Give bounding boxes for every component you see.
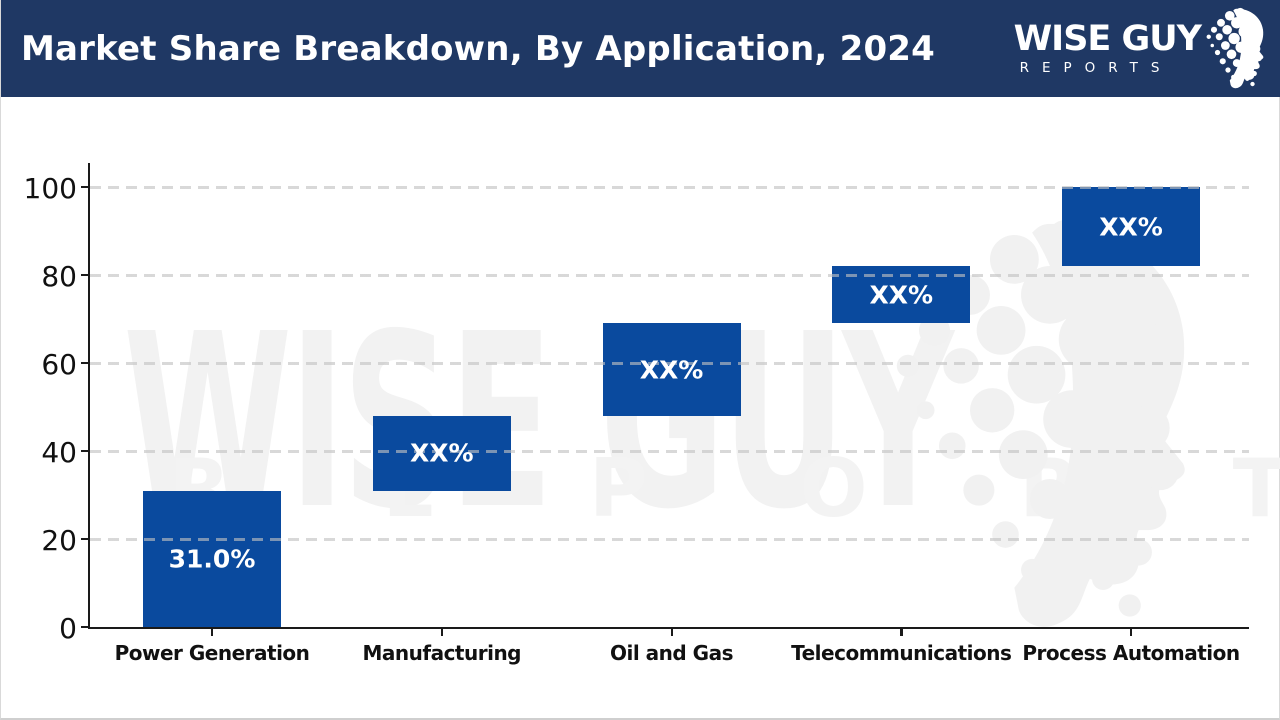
y-tick-40 [81, 450, 90, 453]
wiseguy-logo-text: WISE GUY REPORTS [1013, 18, 1202, 76]
x-tick-oil-and-gas [670, 627, 673, 636]
y-tick-label-80: 80 [41, 260, 77, 293]
y-tick-label-100: 100 [23, 172, 77, 205]
wiseguy-logo: WISE GUY REPORTS [1014, 7, 1267, 91]
bar-value-label-power-generation: 31.0% [168, 544, 256, 574]
dotted-face-profile-icon [1203, 7, 1267, 91]
bar-value-label-oil-and-gas: XX% [639, 355, 704, 385]
y-axis-line [87, 163, 90, 630]
bar-value-label-telecommunications: XX% [869, 280, 934, 310]
logo-subtitle: REPORTS [1019, 59, 1173, 76]
x-axis-line [87, 627, 1249, 630]
gridline-100 [90, 186, 1249, 189]
x-tick-power-generation [211, 627, 214, 636]
bar-value-label-process-automation: XX% [1099, 212, 1163, 242]
x-category-label-telecommunications: Telecommunications [791, 641, 1012, 665]
y-tick-80 [81, 274, 90, 277]
y-tick-100 [81, 186, 90, 189]
watermark-subtitle: R E P O R T S [169, 442, 1280, 535]
header-banner: Market Share Breakdown, By Application, … [1, 0, 1280, 97]
gridline-80 [90, 274, 1249, 277]
chart-title: Market Share Breakdown, By Application, … [21, 28, 936, 69]
bar-manufacturing [372, 415, 511, 491]
bar-value-label-manufacturing: XX% [409, 438, 474, 468]
y-tick-label-60: 60 [41, 348, 77, 381]
logo-wordmark: WISE GUY [1013, 18, 1202, 59]
x-category-label-process-automation: Process Automation [1022, 641, 1240, 665]
bar-power-generation [143, 490, 281, 627]
bar-oil-and-gas [602, 323, 741, 416]
y-tick-0 [81, 626, 90, 629]
gridline-40 [90, 450, 1249, 453]
x-tick-telecommunications [900, 627, 903, 636]
y-tick-60 [81, 362, 90, 365]
x-category-label-power-generation: Power Generation [114, 641, 310, 665]
gridline-20 [90, 538, 1249, 541]
x-tick-manufacturing [440, 627, 444, 636]
waterfall-chart: WISE GUY R E P O R T S 02040608010031.0%… [1, 97, 1280, 718]
y-tick-label-40: 40 [41, 436, 77, 469]
x-category-label-oil-and-gas: Oil and Gas [609, 641, 734, 665]
x-category-label-manufacturing: Manufacturing [362, 641, 522, 665]
y-tick-20 [81, 538, 90, 541]
y-tick-label-0: 0 [59, 612, 77, 645]
x-tick-process-automation [1130, 627, 1133, 636]
gridline-60 [90, 362, 1249, 365]
y-tick-label-20: 20 [41, 524, 77, 557]
